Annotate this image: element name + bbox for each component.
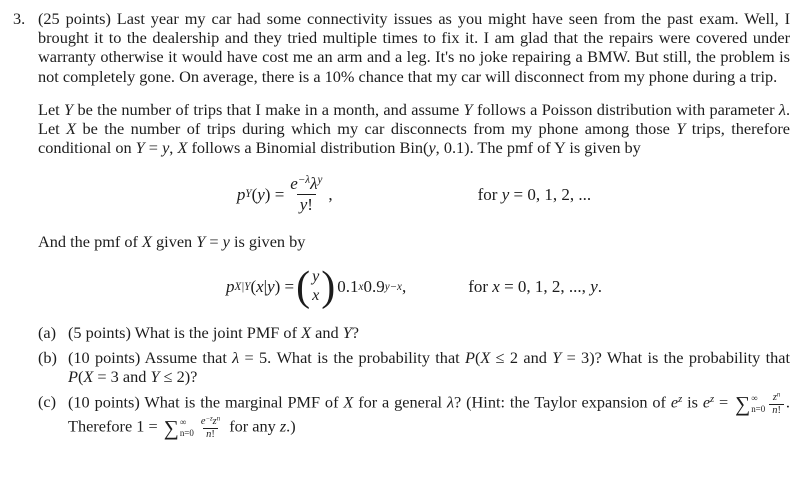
intro-paragraph: (25 points) Last year my car had some co… xyxy=(38,9,790,86)
conditional-pmf-intro: And the pmf of X given Y = y is given by xyxy=(38,232,306,252)
part-c-label: (c) xyxy=(38,392,57,412)
part-b-label: (b) xyxy=(38,347,57,367)
poisson-pmf-domain-condition: for y = 0, 1, 2, ... xyxy=(477,184,592,204)
part-c: (c) (10 points) What is the marginal PMF… xyxy=(38,392,790,440)
part-c-text: (10 points) What is the marginal PMF of … xyxy=(68,391,790,440)
part-a-text: (5 points) What is the joint PMF of X an… xyxy=(68,322,359,342)
part-a: (a) (5 points) What is the joint PMF of … xyxy=(38,323,790,342)
part-a-label: (a) xyxy=(38,322,57,342)
binomial-pmf-equation: p X|Y(x | y) = (y x) 0.1 x 0.9 y−x, xyxy=(226,263,407,310)
part-b-text: (10 points) Assume that λ = 5. What is t… xyxy=(68,347,790,387)
problem-number: 3. xyxy=(13,9,26,28)
binomial-pmf-formula: p X|Y(x | y) = (y x) 0.1 x 0.9 y−x, for x = 0, 1… xyxy=(38,259,790,315)
problem-body: (25 points) Last year my car had some co… xyxy=(38,9,790,440)
problem-item: 3. (25 points) Last year my car had some… xyxy=(13,9,790,440)
binomial-pmf-domain-condition: for x = 0, 1, 2, ..., y. xyxy=(468,277,602,297)
part-b: (b) (10 points) Assume that λ = 5. What … xyxy=(38,348,790,386)
poisson-pmf-formula: p Y(y) = e−λλy y!, for y = 0, 1, 2, ... xyxy=(38,170,790,218)
poisson-pmf-equation: p Y(y) = e−λλy y!, xyxy=(236,174,333,214)
exam-problem-document: 3. (25 points) Last year my car had some… xyxy=(13,9,790,440)
setup-paragraph: Let Y be the number of trips that I make… xyxy=(38,99,791,158)
